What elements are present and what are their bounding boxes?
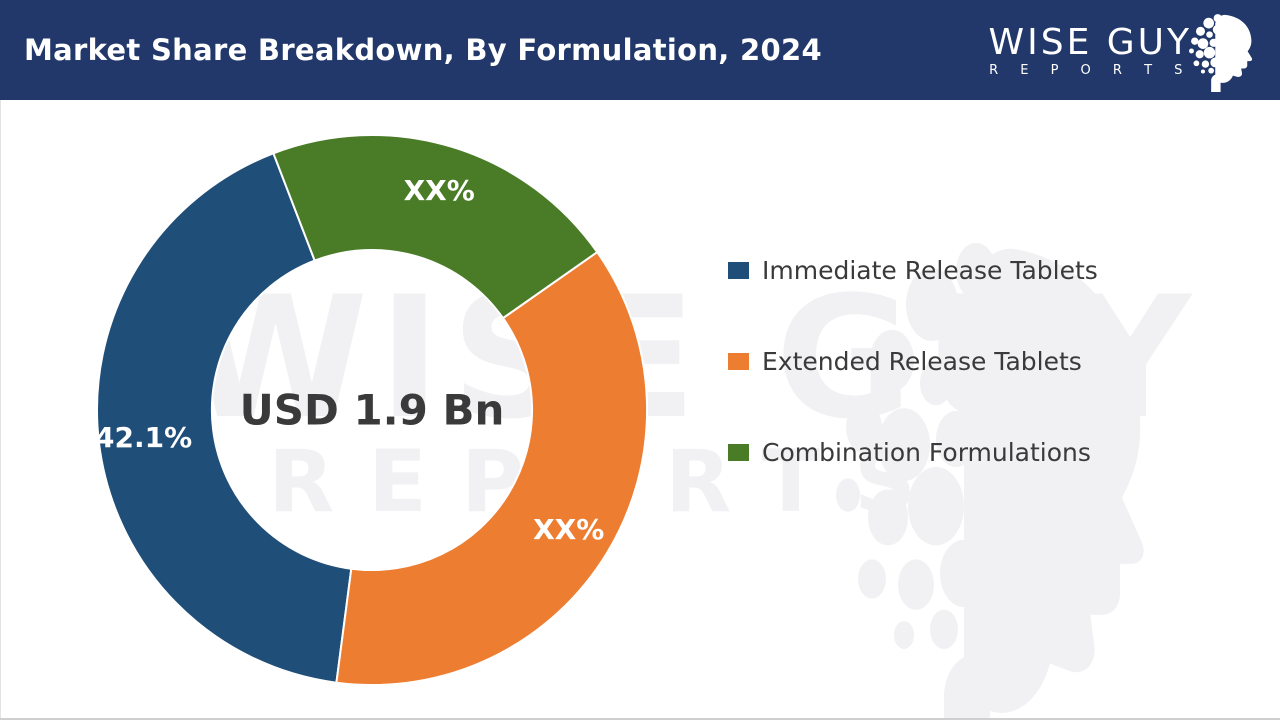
chart-legend: Immediate Release Tablets Extended Relea… (728, 256, 1098, 467)
bottom-border (0, 718, 1280, 720)
donut-chart: 42.1% XX% XX% (95, 134, 649, 686)
donut-slice (96, 152, 353, 684)
legend-label: Immediate Release Tablets (762, 256, 1098, 285)
logo-head-icon (1178, 10, 1264, 92)
page-title: Market Share Breakdown, By Formulation, … (24, 33, 822, 67)
slice-percentage-label: 42.1% (95, 421, 192, 454)
legend-swatch (728, 262, 749, 279)
left-edge-line (0, 100, 1, 718)
chart-center-value: USD 1.9 Bn (239, 385, 505, 435)
legend-label: Combination Formulations (762, 438, 1091, 467)
legend-label: Extended Release Tablets (762, 347, 1082, 376)
logo-subtitle: R E P O R T S (989, 63, 1192, 79)
legend-swatch (728, 353, 749, 370)
wise-guy-logo: WISE GUY R E P O R T S (989, 10, 1265, 92)
logo-wordmark: WISE GUY (988, 21, 1192, 63)
donut-slice (335, 251, 649, 686)
legend-swatch (728, 444, 749, 461)
slice-percentage-label: XX% (404, 174, 475, 207)
header-bar: Market Share Breakdown, By Formulation, … (0, 0, 1280, 100)
legend-item-extended-release: Extended Release Tablets (728, 347, 1098, 376)
legend-item-immediate-release: Immediate Release Tablets (728, 256, 1098, 285)
donut-slice (272, 134, 599, 320)
slice-percentage-label: XX% (533, 513, 604, 546)
legend-item-combination: Combination Formulations (728, 438, 1098, 467)
